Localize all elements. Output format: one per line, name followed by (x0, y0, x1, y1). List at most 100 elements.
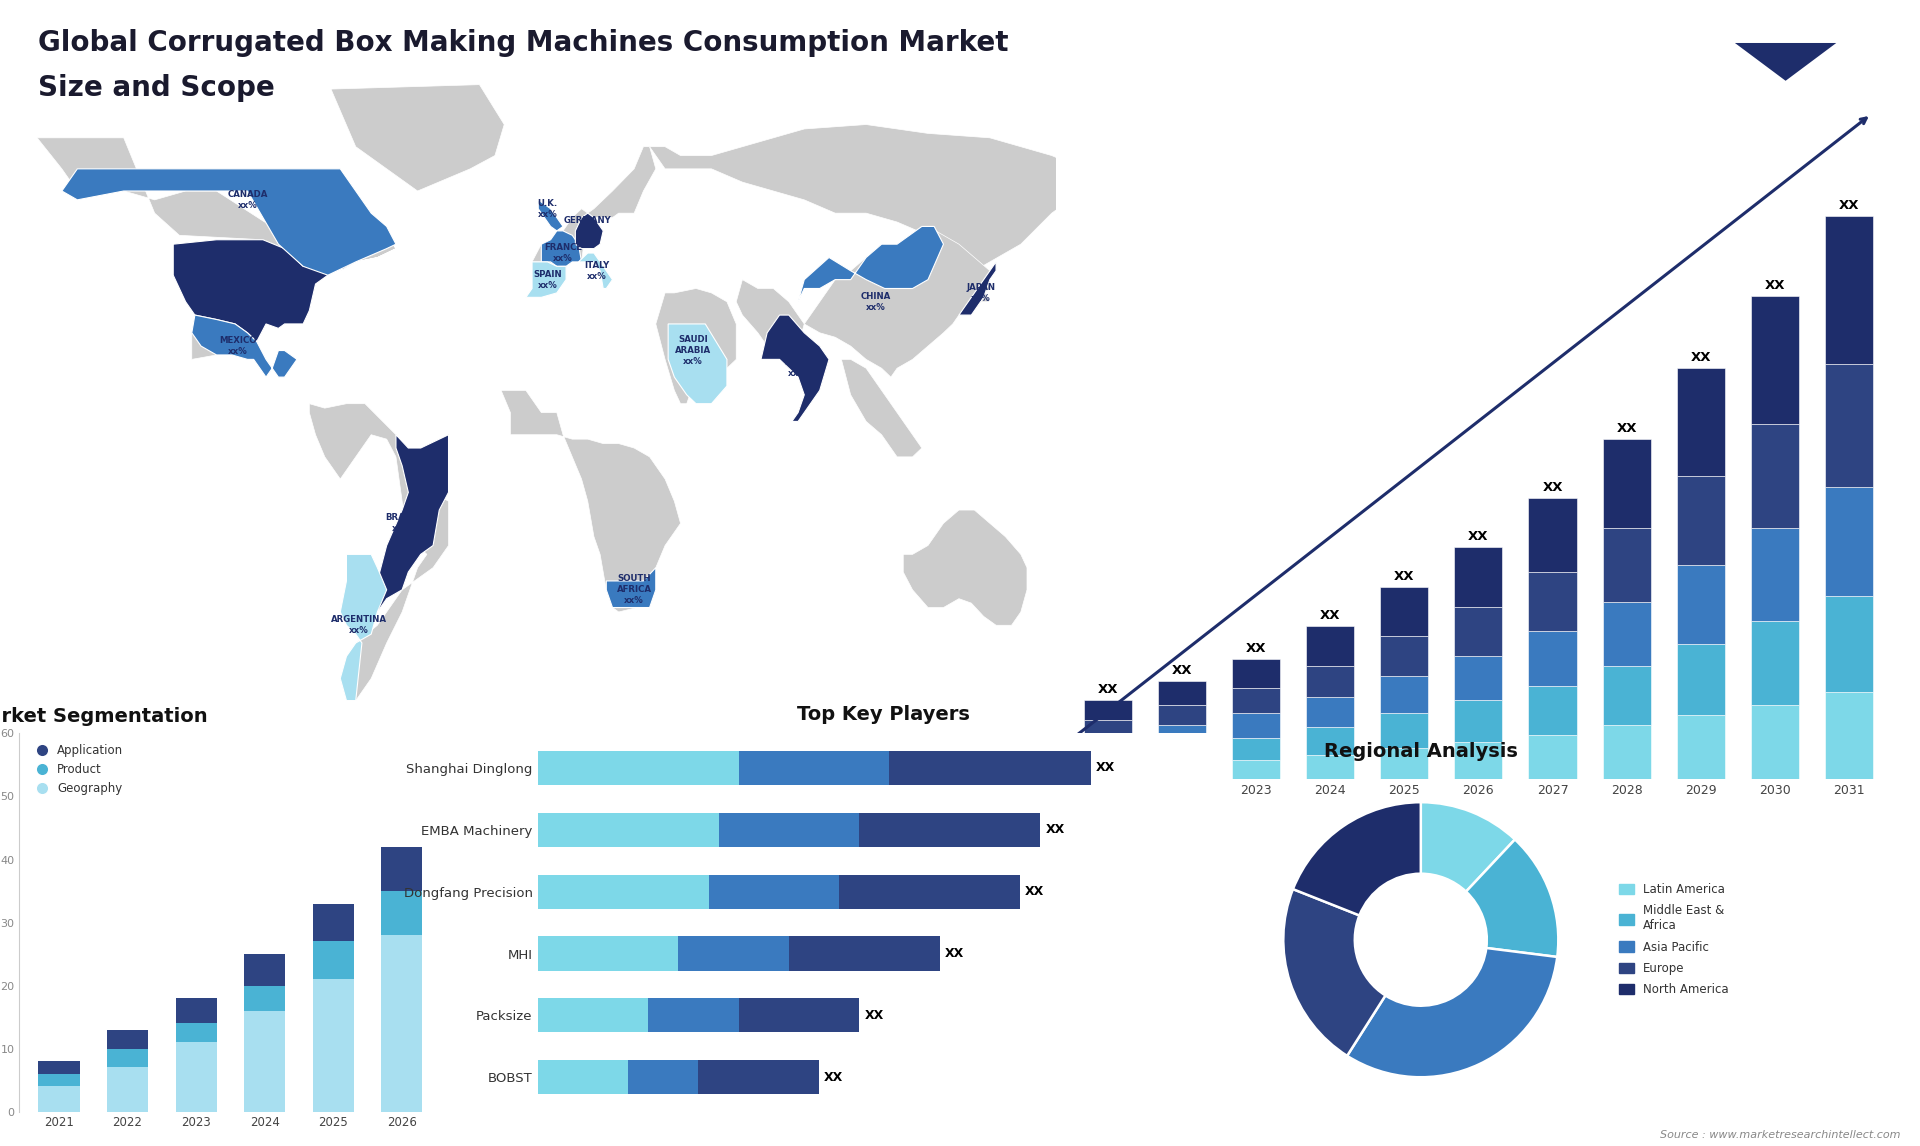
Wedge shape (1283, 889, 1386, 1055)
Text: XX: XX (864, 1008, 883, 1022)
Bar (1676, 565, 1724, 644)
Bar (538, 1060, 628, 1094)
Bar (678, 936, 789, 971)
Bar (108, 1049, 148, 1068)
Polygon shape (804, 227, 991, 377)
Text: XX: XX (1246, 642, 1267, 654)
Bar (789, 936, 939, 971)
Bar (108, 1029, 148, 1049)
Legend: Latin America, Middle East &
Africa, Asia Pacific, Europe, North America: Latin America, Middle East & Africa, Asi… (1617, 880, 1732, 999)
Bar (1158, 681, 1206, 705)
Text: XX: XX (1098, 683, 1117, 697)
Text: MARKET: MARKET (1764, 96, 1807, 105)
Bar (538, 998, 649, 1033)
Text: SPAIN
xx%: SPAIN xx% (534, 269, 563, 290)
Bar (1453, 656, 1503, 700)
Text: XX: XX (1690, 351, 1711, 363)
Text: ITALY
xx%: ITALY xx% (584, 260, 611, 281)
Polygon shape (192, 315, 298, 377)
Polygon shape (173, 240, 355, 342)
Bar (1751, 296, 1799, 424)
Text: RESEARCH: RESEARCH (1759, 110, 1812, 119)
Bar (860, 813, 1041, 847)
Bar (1751, 527, 1799, 621)
Wedge shape (1348, 948, 1557, 1077)
Polygon shape (526, 262, 566, 297)
Text: BRAZIL
xx%: BRAZIL xx% (384, 513, 419, 533)
Polygon shape (657, 289, 735, 403)
Polygon shape (668, 324, 728, 403)
Polygon shape (760, 315, 829, 422)
Text: FRANCE
xx%: FRANCE xx% (543, 243, 582, 264)
Wedge shape (1467, 840, 1559, 957)
Bar (1083, 720, 1133, 735)
Bar (1824, 215, 1874, 363)
Bar (649, 998, 739, 1033)
Bar (1528, 685, 1576, 735)
Bar (1306, 698, 1354, 727)
Polygon shape (902, 510, 1027, 626)
Polygon shape (799, 227, 943, 301)
Text: XX: XX (1764, 278, 1786, 292)
Bar (38, 1074, 79, 1086)
Bar (1158, 762, 1206, 779)
Bar (1603, 725, 1651, 779)
Bar (739, 751, 889, 785)
Bar (538, 874, 708, 909)
Text: CHINA
xx%: CHINA xx% (860, 292, 891, 312)
Text: ARGENTINA
xx%: ARGENTINA xx% (330, 615, 386, 635)
Bar (1603, 439, 1651, 527)
Polygon shape (841, 360, 922, 457)
Polygon shape (576, 213, 603, 249)
Bar (1306, 626, 1354, 666)
Bar (244, 986, 286, 1011)
Polygon shape (61, 168, 396, 275)
Bar (1751, 705, 1799, 779)
Bar (1233, 760, 1281, 779)
Polygon shape (538, 199, 563, 235)
Bar (175, 998, 217, 1023)
Text: XX: XX (824, 1070, 843, 1084)
Polygon shape (526, 147, 657, 297)
Wedge shape (1292, 802, 1421, 916)
Bar (1603, 602, 1651, 666)
Bar (1306, 666, 1354, 698)
Text: XX: XX (1542, 481, 1563, 494)
Bar (1453, 700, 1503, 741)
Bar (313, 942, 353, 979)
Bar (1083, 700, 1133, 720)
Bar (382, 892, 422, 935)
Bar (1453, 606, 1503, 656)
Text: XX: XX (1171, 664, 1192, 676)
Text: MEXICO
xx%: MEXICO xx% (219, 336, 257, 356)
Bar (538, 936, 678, 971)
Bar (1453, 548, 1503, 606)
Bar (1676, 368, 1724, 477)
Bar (1676, 715, 1724, 779)
Text: U.K.
xx%: U.K. xx% (538, 198, 557, 219)
Bar (1158, 725, 1206, 745)
Bar (1306, 754, 1354, 779)
Bar (1528, 631, 1576, 685)
Text: Size and Scope: Size and Scope (38, 74, 275, 102)
Polygon shape (735, 280, 804, 368)
Polygon shape (1736, 42, 1836, 81)
Bar (1453, 741, 1503, 779)
Bar (1380, 747, 1428, 779)
Polygon shape (378, 434, 449, 612)
Bar (313, 903, 353, 942)
Bar (382, 935, 422, 1112)
Bar (889, 751, 1091, 785)
Polygon shape (649, 125, 1083, 301)
Polygon shape (330, 85, 505, 191)
Text: GERMANY
xx%: GERMANY xx% (564, 217, 612, 236)
Bar (1751, 621, 1799, 705)
Text: XX: XX (1096, 761, 1116, 775)
Polygon shape (607, 567, 657, 607)
Bar (1824, 487, 1874, 596)
Text: Global Corrugated Box Making Machines Consumption Market: Global Corrugated Box Making Machines Co… (38, 29, 1008, 56)
Polygon shape (958, 262, 996, 315)
Text: XX: XX (1617, 422, 1638, 434)
Bar (1528, 572, 1576, 631)
Text: XX: XX (1469, 531, 1488, 543)
